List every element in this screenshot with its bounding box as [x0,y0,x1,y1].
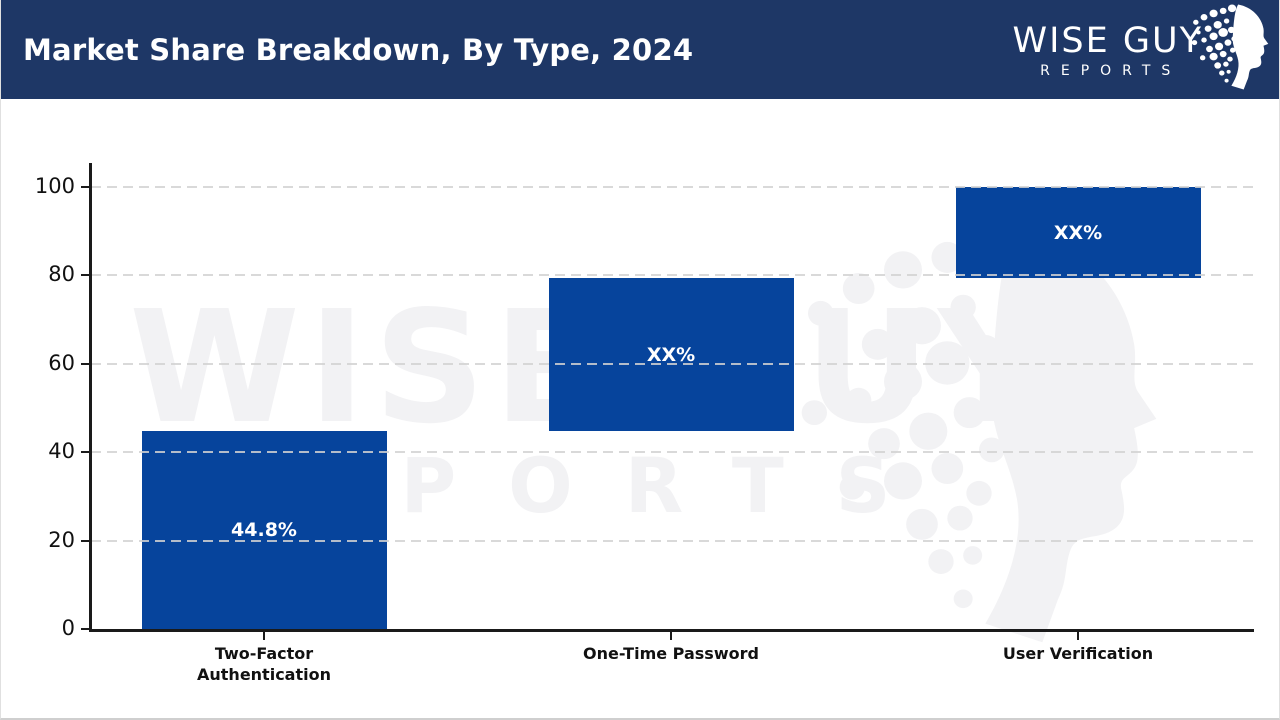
x-tick-mark [670,632,672,640]
y-tick-label: 60 [48,350,75,375]
bar [955,187,1201,279]
y-axis [89,163,92,632]
waterfall-plot: 0 20 40 60 80 100 44.8% XX% XX% Two-Factor Authen… [1,99,1279,718]
bar-label: XX% [1053,221,1103,244]
header-banner: Market Share Breakdown, By Type, 2024 WI… [1,0,1279,99]
grid-line [91,274,1254,277]
x-tick-label: Two-Factor Authentication [197,644,331,684]
x-axis [89,629,1254,632]
bar [548,278,794,431]
grid-line [91,362,1254,365]
x-tick-label: One-Time Password [583,644,759,663]
wiseguy-logo-name: WISE GUY [1012,21,1203,61]
wiseguy-logo-text: WISE GUY REPORTS [1012,21,1203,79]
y-tick-mark [81,274,89,277]
wiseguy-logo: WISE GUY REPORTS [1012,4,1271,96]
y-tick-label: 80 [48,262,75,287]
y-tick-label: 100 [34,174,75,198]
wiseguy-face-watermark-icon [789,214,1169,668]
y-tick-mark [81,362,89,365]
grid-line [91,451,1254,454]
y-tick-mark [81,539,89,542]
y-tick-mark [81,628,89,630]
y-tick-label: 40 [48,439,75,464]
y-tick-label: 20 [48,527,75,552]
bar [141,430,387,629]
y-tick-mark [81,186,89,188]
x-tick-mark [1077,632,1079,640]
bar-label: XX% [646,343,696,366]
x-tick-mark [263,632,265,640]
wiseguy-face-icon [1189,2,1271,98]
x-tick-label: User Verification [1002,644,1154,663]
page-title: Market Share Breakdown, By Type, 2024 [23,32,694,67]
grid-line [91,539,1254,542]
wiseguy-logo-sub: REPORTS [1040,63,1182,79]
grid-line [91,186,1254,188]
bar-label: 44.8% [231,518,297,541]
chart-canvas: WISE GUY REPORTS 0 20 40 60 80 100 44.8% XX% XX%… [1,99,1279,718]
y-tick-mark [81,451,89,454]
y-tick-label: 0 [61,616,75,640]
